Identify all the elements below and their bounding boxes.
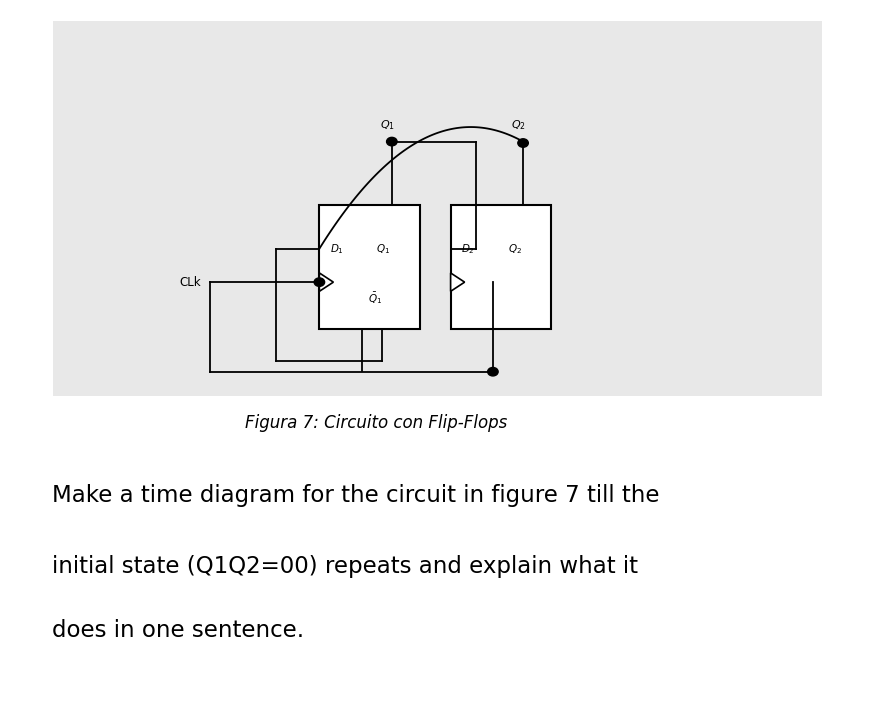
Text: CLk: CLk: [179, 275, 201, 289]
Bar: [451, 205, 551, 329]
Polygon shape: [451, 273, 465, 292]
Text: $D_2$: $D_2$: [461, 242, 475, 256]
Bar: [52, 21, 822, 396]
Text: $Q_2$: $Q_2$: [507, 242, 522, 256]
Text: $Q_1$: $Q_1$: [376, 242, 390, 256]
Text: does in one sentence.: does in one sentence.: [52, 619, 304, 641]
Circle shape: [314, 278, 325, 286]
Circle shape: [518, 139, 528, 147]
Text: $Q_1$: $Q_1$: [380, 119, 395, 132]
Text: $D_1$: $D_1$: [330, 242, 344, 256]
Text: $Q_2$: $Q_2$: [511, 119, 526, 132]
Circle shape: [487, 367, 498, 376]
Polygon shape: [319, 273, 333, 292]
Bar: [319, 205, 420, 329]
Circle shape: [387, 137, 397, 146]
Text: Make a time diagram for the circuit in figure 7 till the: Make a time diagram for the circuit in f…: [52, 484, 660, 507]
Text: $\bar{Q}_1$: $\bar{Q}_1$: [368, 290, 382, 306]
Text: initial state (Q1Q2=00) repeats and explain what it: initial state (Q1Q2=00) repeats and expl…: [52, 555, 639, 578]
Text: Figura 7: Circuito con Flip-Flops: Figura 7: Circuito con Flip-Flops: [245, 414, 508, 432]
